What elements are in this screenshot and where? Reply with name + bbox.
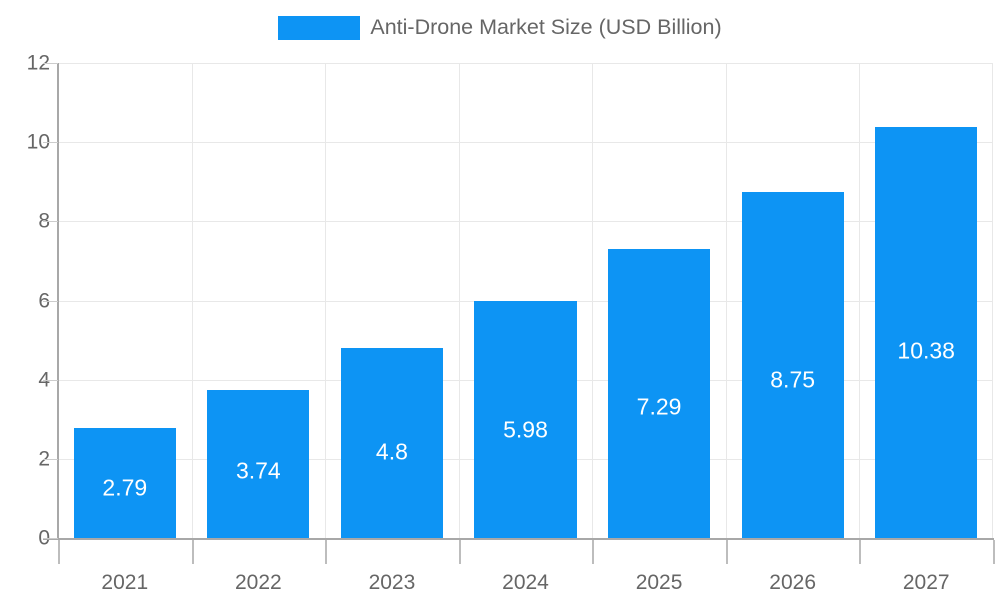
y-axis-tick-mark: [43, 63, 58, 64]
gridline-vertical: [859, 63, 860, 538]
bar[interactable]: [741, 191, 844, 538]
x-axis-tick-label: 2027: [902, 571, 950, 594]
y-axis-tick-mark: [43, 379, 58, 381]
y-axis-tick-label: 10: [26, 130, 50, 154]
y-axis-tick-label: 12: [26, 51, 50, 75]
gridline-horizontal: [58, 63, 993, 64]
gridline-vertical: [325, 63, 326, 538]
x-axis-tick-mark: [192, 540, 194, 564]
gridline-vertical: [459, 63, 460, 538]
plot-area: 2.79 3.74 4.8 5.98 7.29 8.75 10.38: [58, 63, 993, 539]
legend-color-swatch: [278, 16, 361, 40]
x-axis-tick-mark: [459, 540, 461, 564]
bar[interactable]: [73, 427, 176, 538]
x-axis-tick-mark: [859, 540, 861, 564]
chart-legend: Anti-Drone Market Size (USD Billion): [0, 10, 1000, 46]
x-axis-tick-mark: [592, 540, 594, 564]
y-axis-tick-mark: [43, 300, 58, 302]
gridline-horizontal: [58, 221, 993, 223]
bar[interactable]: [474, 301, 577, 538]
bar[interactable]: [207, 389, 310, 538]
bar[interactable]: [340, 348, 443, 538]
x-axis-tick-label: 2022: [234, 571, 282, 594]
y-axis-tick-mark: [43, 538, 58, 539]
legend-item[interactable]: Anti-Drone Market Size (USD Billion): [278, 15, 722, 40]
gridline-horizontal: [58, 142, 993, 144]
bar[interactable]: [875, 127, 978, 538]
bar[interactable]: [607, 249, 711, 538]
y-axis-tick-mark: [43, 458, 58, 460]
legend-label: Anti-Drone Market Size (USD Billion): [370, 15, 722, 40]
x-axis-tick-mark: [58, 540, 60, 564]
x-axis-tick-label: 2021: [101, 571, 149, 594]
gridline-vertical: [592, 63, 593, 538]
x-axis-tick-label: 2026: [769, 571, 816, 594]
x-axis-tick-mark: [993, 540, 995, 564]
x-axis-tick-mark: [726, 540, 728, 564]
x-axis-tick-label: 2025: [635, 571, 683, 594]
y-axis-tick-mark: [43, 221, 58, 223]
gridline-horizontal: [58, 300, 993, 302]
gridline-vertical: [192, 63, 193, 538]
x-axis-tick-label: 2023: [368, 571, 416, 594]
gridline-vertical: [726, 63, 727, 538]
x-axis-tick-mark: [325, 540, 327, 564]
x-axis-tick-label: 2024: [502, 571, 549, 594]
y-axis-tick-mark: [43, 142, 58, 144]
x-axis-line: [43, 538, 994, 540]
y-axis-line: [57, 63, 59, 540]
